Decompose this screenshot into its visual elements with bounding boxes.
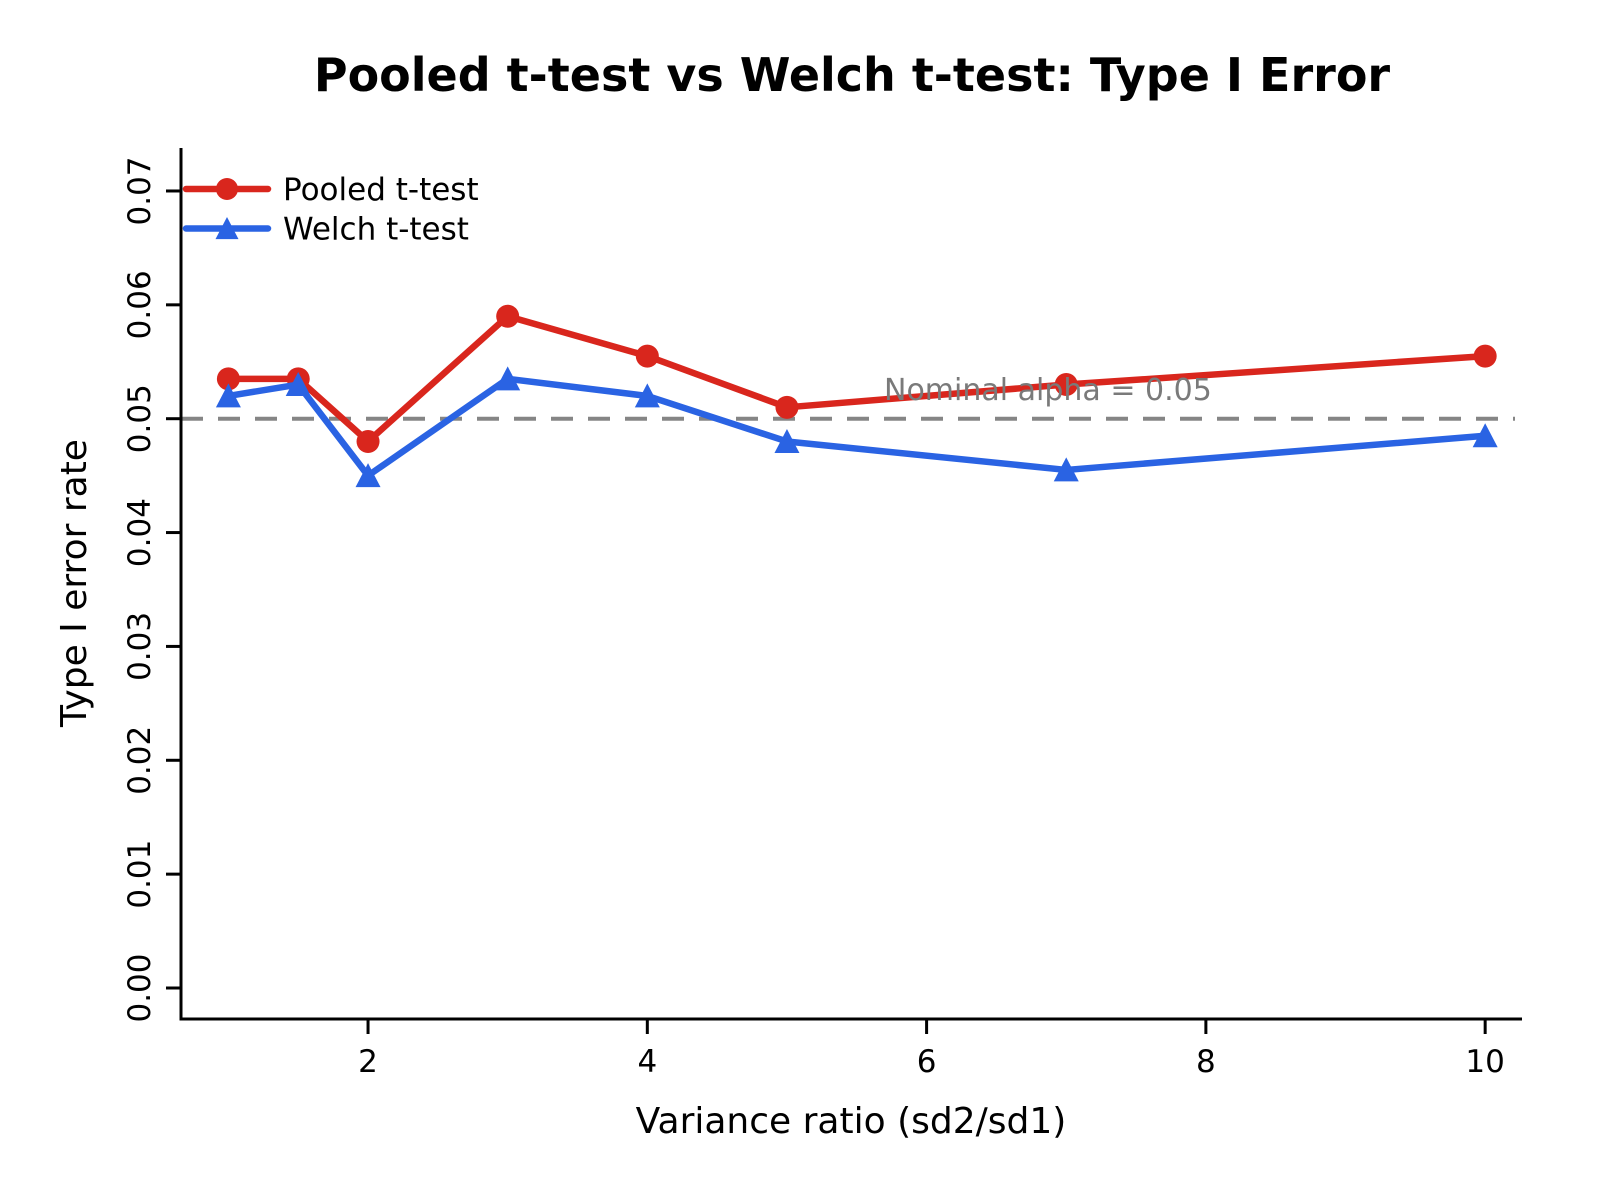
legend-triangle-marker bbox=[215, 217, 239, 240]
y-axis-ticks: 0.00 0.01 0.02 0.03 0.04 0.05 0.06 0.07 bbox=[122, 156, 181, 1023]
x-tick-label: 2 bbox=[358, 1044, 378, 1080]
series-pooled bbox=[216, 304, 1497, 453]
triangle-marker bbox=[355, 463, 381, 488]
axes: 2 4 6 8 10 0.00 0.01 0.02 0.03 0.04 0.05 0.06 0.07 bbox=[122, 148, 1522, 1080]
y-tick-label: 0.00 bbox=[122, 953, 158, 1022]
triangle-marker bbox=[634, 383, 660, 408]
x-axis-label: Variance ratio (sd2/sd1) bbox=[636, 1101, 1067, 1142]
refline-annotation: Nominal alpha = 0.05 bbox=[884, 373, 1212, 408]
triangle-marker bbox=[285, 372, 311, 397]
series-welch bbox=[215, 366, 1498, 488]
x-tick-label: 8 bbox=[1196, 1044, 1216, 1080]
circle-marker bbox=[216, 367, 240, 391]
triangle-marker bbox=[774, 428, 800, 453]
circle-marker bbox=[775, 395, 799, 419]
legend-circle-marker bbox=[216, 178, 238, 200]
legend-label: Welch t-test bbox=[283, 212, 469, 248]
triangle-marker bbox=[215, 383, 241, 408]
legend-label: Pooled t-test bbox=[283, 172, 479, 208]
x-axis-ticks: 2 4 6 8 10 bbox=[358, 1019, 1505, 1080]
legend: Pooled t-test Welch t-test bbox=[182, 172, 479, 248]
circle-marker bbox=[1054, 373, 1078, 397]
y-tick-label: 0.04 bbox=[122, 498, 158, 567]
y-tick-label: 0.07 bbox=[122, 156, 158, 225]
y-tick-label: 0.01 bbox=[122, 840, 158, 909]
legend-item: Pooled t-test bbox=[182, 172, 479, 208]
x-tick-label: 4 bbox=[637, 1044, 657, 1080]
triangle-marker bbox=[1053, 457, 1079, 482]
legend-item: Welch t-test bbox=[182, 212, 469, 248]
circle-marker bbox=[1473, 344, 1497, 368]
y-tick-label: 0.05 bbox=[122, 384, 158, 453]
series-group bbox=[215, 304, 1498, 488]
circle-marker bbox=[635, 344, 659, 368]
series-line bbox=[225, 312, 1489, 445]
chart-title: Pooled t-test vs Welch t-test: Type I Er… bbox=[314, 48, 1391, 102]
triangle-marker bbox=[1472, 423, 1498, 448]
y-tick-label: 0.03 bbox=[122, 612, 158, 681]
y-axis-label: Type I error rate bbox=[54, 439, 95, 728]
x-tick-label: 6 bbox=[917, 1044, 937, 1080]
series-line bbox=[225, 375, 1489, 479]
y-tick-label: 0.02 bbox=[122, 726, 158, 795]
x-tick-label: 10 bbox=[1465, 1044, 1504, 1080]
y-tick-label: 0.06 bbox=[122, 270, 158, 339]
circle-marker bbox=[356, 429, 380, 453]
triangle-marker bbox=[495, 366, 521, 391]
circle-marker bbox=[496, 304, 520, 328]
